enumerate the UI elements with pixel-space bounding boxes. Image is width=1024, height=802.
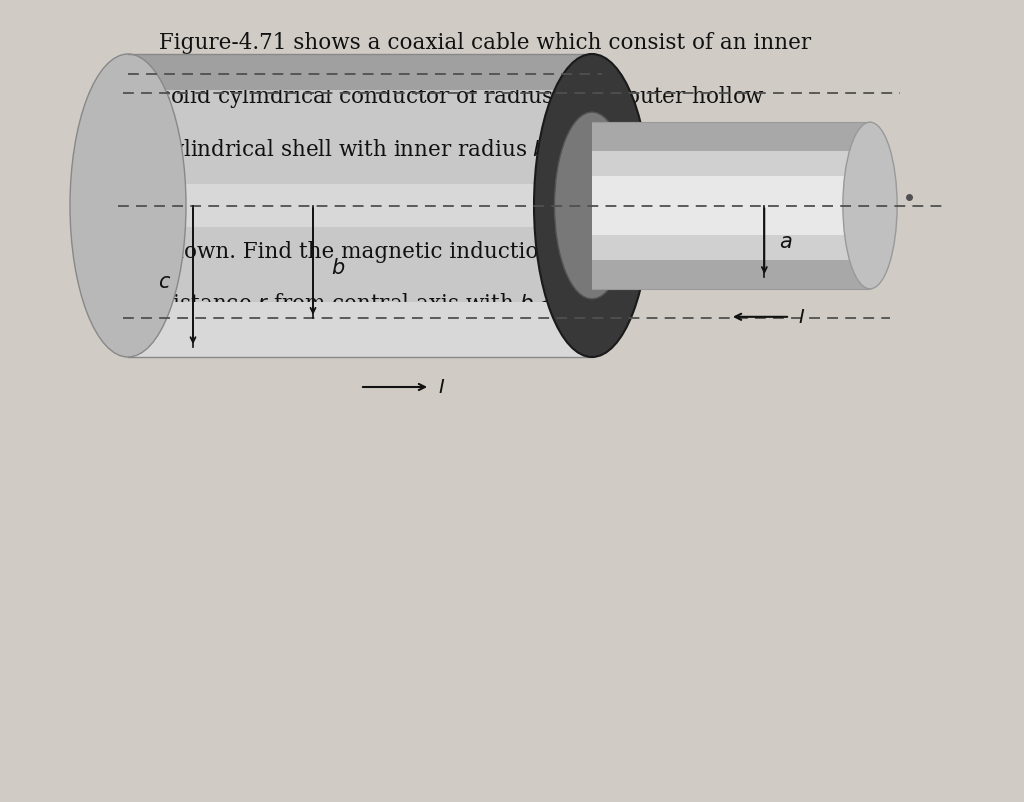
- Polygon shape: [128, 185, 592, 228]
- Polygon shape: [128, 55, 592, 91]
- Text: Figure-4.71 shows a coaxial cable which consist of an inner: Figure-4.71 shows a coaxial cable which …: [159, 32, 811, 54]
- Ellipse shape: [534, 55, 650, 358]
- Text: $b$: $b$: [331, 257, 345, 277]
- Text: solid cylindrical conductor of radius $a$ and outer hollow: solid cylindrical conductor of radius $a…: [159, 84, 765, 110]
- Text: cylindrical shell with inner radius $b$ and outer radius $c$. A: cylindrical shell with inner radius $b$ …: [159, 136, 784, 162]
- Text: $c$: $c$: [159, 273, 172, 291]
- Ellipse shape: [70, 55, 186, 358]
- Text: distance $r$ from central axis with $b < r < c$.: distance $r$ from central axis with $b <…: [159, 293, 613, 314]
- Text: current $I$ flows in both conductors in opposite directions as: current $I$ flows in both conductors in …: [159, 188, 804, 214]
- Polygon shape: [592, 177, 870, 235]
- Polygon shape: [128, 55, 592, 358]
- Text: $I$: $I$: [438, 379, 445, 396]
- Text: $a$: $a$: [779, 233, 793, 251]
- Polygon shape: [592, 123, 870, 152]
- Polygon shape: [592, 261, 870, 290]
- Polygon shape: [128, 303, 592, 358]
- Ellipse shape: [843, 123, 897, 290]
- Polygon shape: [592, 123, 870, 290]
- Text: $I$: $I$: [798, 309, 805, 326]
- Ellipse shape: [554, 113, 630, 299]
- Text: shown. Find the magnetic induction at a point located at a: shown. Find the magnetic induction at a …: [159, 241, 798, 262]
